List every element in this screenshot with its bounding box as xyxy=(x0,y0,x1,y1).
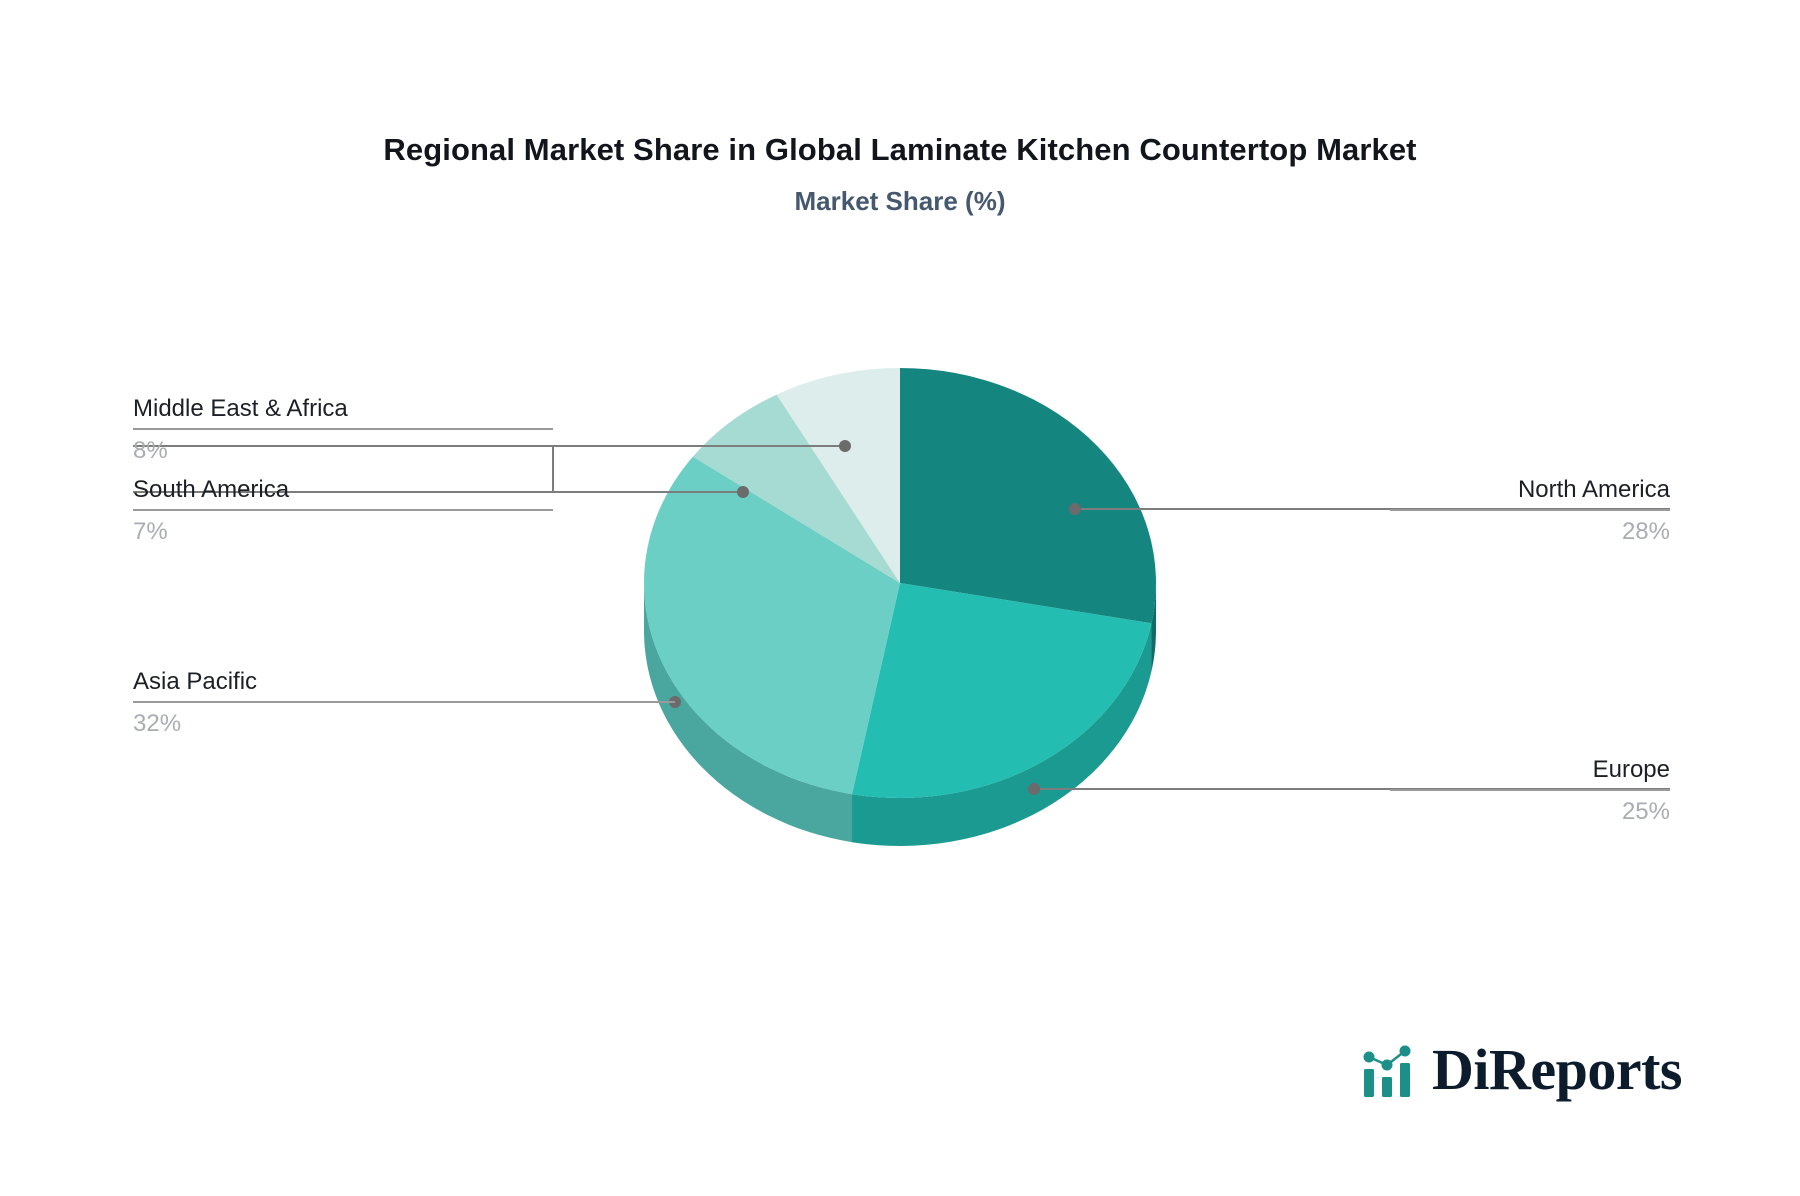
brand-logo: DiReports xyxy=(1360,1034,1683,1106)
pie-top-faces xyxy=(644,368,1156,798)
callout-europe: Europe 25% xyxy=(1390,757,1670,824)
pie-walls xyxy=(644,583,1156,846)
callout-value: 32% xyxy=(133,710,182,738)
bar-chart-icon xyxy=(1363,1045,1411,1097)
callout-rule xyxy=(133,428,553,431)
callout-value: 8% xyxy=(133,437,168,465)
logo-wordmark: DiReports xyxy=(1431,1037,1683,1102)
pie-slice-south-america xyxy=(692,394,900,583)
chart-subtitle: Market Share (%) xyxy=(794,186,1006,216)
callout-label: North America xyxy=(1517,476,1670,503)
callout-rule xyxy=(1390,509,1670,512)
callout-value: 28% xyxy=(1621,518,1670,546)
pie-slice-middle-east-africa xyxy=(776,368,900,583)
callout-value: 7% xyxy=(133,518,168,546)
pie-side-north-america xyxy=(1151,583,1156,672)
callout-label: Asia Pacific xyxy=(133,668,258,695)
pie-side-asia-pacific xyxy=(644,583,853,843)
pie-svg xyxy=(644,368,1156,846)
pie-side-europe xyxy=(852,623,1152,846)
callout-label: South America xyxy=(133,476,290,503)
pie-slice-europe xyxy=(852,583,1152,798)
callout-label: Middle East & Africa xyxy=(133,395,348,422)
callout-rule xyxy=(1390,789,1670,792)
page-title: Regional Market Share in Global Laminate… xyxy=(383,132,1417,167)
pie-chart xyxy=(575,368,1225,968)
callout-north-america: North America 28% xyxy=(1390,477,1670,544)
callout-south-america: South America 7% xyxy=(133,477,553,544)
callout-rule xyxy=(133,701,675,704)
callout-label: Europe xyxy=(1592,756,1670,783)
pie-slice-north-america xyxy=(900,368,1156,624)
pie-slice-asia-pacific xyxy=(644,456,900,795)
callout-rule xyxy=(133,509,553,512)
callout-middle-east-africa: Middle East & Africa 8% xyxy=(133,396,553,463)
callout-value: 25% xyxy=(1621,798,1670,826)
callout-asia-pacific: Asia Pacific 32% xyxy=(133,669,675,736)
